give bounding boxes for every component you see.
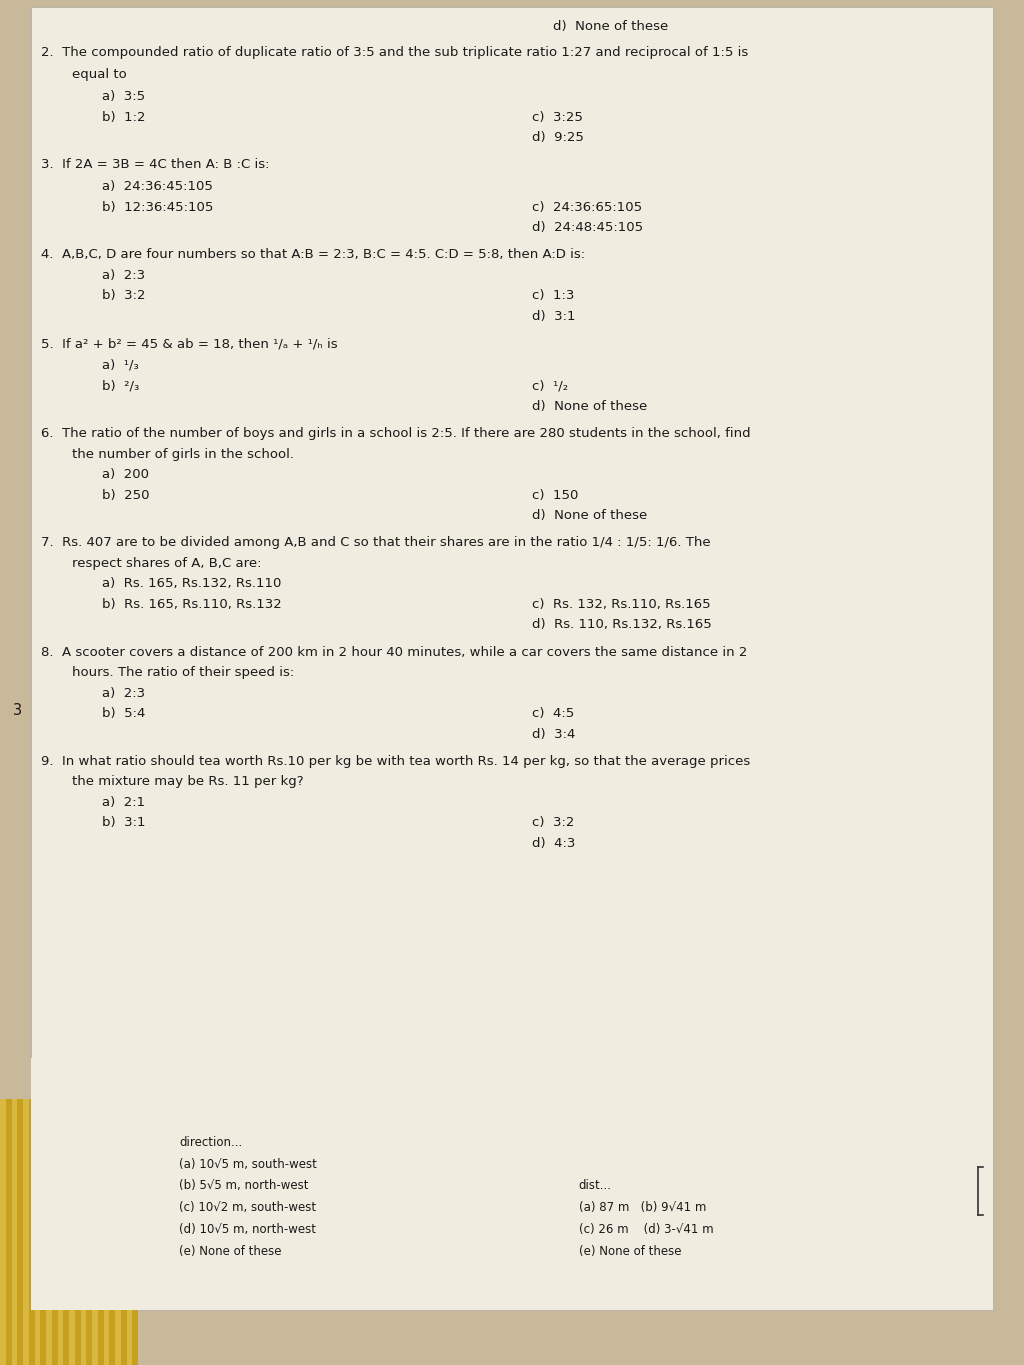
Text: d)  3:4: d) 3:4 — [532, 728, 575, 741]
Text: a)  2:3: a) 2:3 — [102, 269, 145, 283]
Text: (a) 10√5 m, south-west: (a) 10√5 m, south-west — [179, 1158, 317, 1171]
Text: a)  ¹/₃: a) ¹/₃ — [102, 359, 139, 373]
Text: c)  3:25: c) 3:25 — [532, 111, 584, 124]
Bar — [31, 1058, 210, 1310]
Text: c)  1:3: c) 1:3 — [532, 289, 574, 303]
Text: the number of girls in the school.: the number of girls in the school. — [72, 448, 294, 461]
Text: (b) 5√5 m, north-west: (b) 5√5 m, north-west — [179, 1179, 308, 1193]
Text: 6.  The ratio of the number of boys and girls in a school is 2:5. If there are 2: 6. The ratio of the number of boys and g… — [41, 427, 751, 441]
Text: respect shares of A, B,C are:: respect shares of A, B,C are: — [72, 557, 261, 571]
Text: c)  24:36:65:105: c) 24:36:65:105 — [532, 201, 643, 214]
Bar — [0, 1099, 6, 1365]
Text: (c) 26 m    (d) 3-√41 m: (c) 26 m (d) 3-√41 m — [579, 1223, 713, 1237]
Text: a)  24:36:45:105: a) 24:36:45:105 — [102, 180, 213, 194]
Text: d)  24:48:45:105: d) 24:48:45:105 — [532, 221, 644, 235]
Text: hours. The ratio of their speed is:: hours. The ratio of their speed is: — [72, 666, 294, 680]
Text: b)  250: b) 250 — [102, 489, 150, 502]
Text: (e) None of these: (e) None of these — [579, 1245, 681, 1259]
Text: (e) None of these: (e) None of these — [179, 1245, 282, 1259]
Bar — [57, 1099, 63, 1365]
Bar — [70, 1099, 75, 1365]
Text: 8.  A scooter covers a distance of 200 km in 2 hour 40 minutes, while a car cove: 8. A scooter covers a distance of 200 km… — [41, 646, 748, 659]
Text: 3.  If 2A = 3B = 4C then A: B :C is:: 3. If 2A = 3B = 4C then A: B :C is: — [41, 158, 269, 172]
Text: the mixture may be Rs. 11 per kg?: the mixture may be Rs. 11 per kg? — [72, 775, 303, 789]
Text: (d) 10√5 m, north-west: (d) 10√5 m, north-west — [179, 1223, 316, 1237]
Text: 2.  The compounded ratio of duplicate ratio of 3:5 and the sub triplicate ratio : 2. The compounded ratio of duplicate rat… — [41, 46, 749, 60]
Bar — [127, 1099, 132, 1365]
Text: c)  ¹/₂: c) ¹/₂ — [532, 379, 568, 393]
Text: a)  200: a) 200 — [102, 468, 150, 482]
Text: d)  None of these: d) None of these — [532, 509, 648, 523]
Bar — [46, 1099, 52, 1365]
Text: (a) 87 m   (b) 9√41 m: (a) 87 m (b) 9√41 m — [579, 1201, 706, 1215]
Text: b)  12:36:45:105: b) 12:36:45:105 — [102, 201, 214, 214]
Text: b)  5:4: b) 5:4 — [102, 707, 145, 721]
Text: a)  2:1: a) 2:1 — [102, 796, 145, 809]
Text: (c) 10√2 m, south-west: (c) 10√2 m, south-west — [179, 1201, 316, 1215]
Text: b)  ²/₃: b) ²/₃ — [102, 379, 139, 393]
Text: b)  3:2: b) 3:2 — [102, 289, 145, 303]
Bar — [92, 1099, 98, 1365]
Text: 3: 3 — [13, 703, 23, 718]
Text: 4.  A,B,C, D are four numbers so that A:B = 2:3, B:C = 4:5. C:D = 5:8, then A:D : 4. A,B,C, D are four numbers so that A:B… — [41, 248, 585, 262]
Text: equal to: equal to — [72, 68, 126, 82]
Bar — [0, 1099, 138, 1365]
Bar — [11, 1099, 17, 1365]
Text: 7.  Rs. 407 are to be divided among A,B and C so that their shares are in the ra: 7. Rs. 407 are to be divided among A,B a… — [41, 536, 711, 550]
Text: direction...: direction... — [179, 1136, 243, 1149]
Text: 9.  In what ratio should tea worth Rs.10 per kg be with tea worth Rs. 14 per kg,: 9. In what ratio should tea worth Rs.10 … — [41, 755, 751, 768]
Text: a)  2:3: a) 2:3 — [102, 687, 145, 700]
Bar — [116, 1099, 121, 1365]
Text: c)  4:5: c) 4:5 — [532, 707, 574, 721]
Text: c)  3:2: c) 3:2 — [532, 816, 574, 830]
Text: dist...: dist... — [579, 1179, 611, 1193]
Text: d)  None of these: d) None of these — [532, 400, 648, 414]
Text: c)  Rs. 132, Rs.110, Rs.165: c) Rs. 132, Rs.110, Rs.165 — [532, 598, 711, 612]
Text: a)  3:5: a) 3:5 — [102, 90, 145, 104]
Bar — [35, 1099, 40, 1365]
Text: d)  3:1: d) 3:1 — [532, 310, 575, 324]
Text: b)  1:2: b) 1:2 — [102, 111, 145, 124]
Text: d)  4:3: d) 4:3 — [532, 837, 575, 850]
Text: d)  Rs. 110, Rs.132, Rs.165: d) Rs. 110, Rs.132, Rs.165 — [532, 618, 713, 632]
Bar — [81, 1099, 86, 1365]
Text: d)  None of these: d) None of these — [553, 20, 669, 34]
Text: d)  9:25: d) 9:25 — [532, 131, 585, 145]
Bar — [24, 1099, 29, 1365]
Bar — [103, 1099, 110, 1365]
Text: b)  Rs. 165, Rs.110, Rs.132: b) Rs. 165, Rs.110, Rs.132 — [102, 598, 283, 612]
Text: 5.  If a² + b² = 45 & ab = 18, then ¹/ₐ + ¹/ₕ is: 5. If a² + b² = 45 & ab = 18, then ¹/ₐ +… — [41, 337, 338, 351]
Text: a)  Rs. 165, Rs.132, Rs.110: a) Rs. 165, Rs.132, Rs.110 — [102, 577, 282, 591]
Text: b)  3:1: b) 3:1 — [102, 816, 145, 830]
Text: c)  150: c) 150 — [532, 489, 579, 502]
